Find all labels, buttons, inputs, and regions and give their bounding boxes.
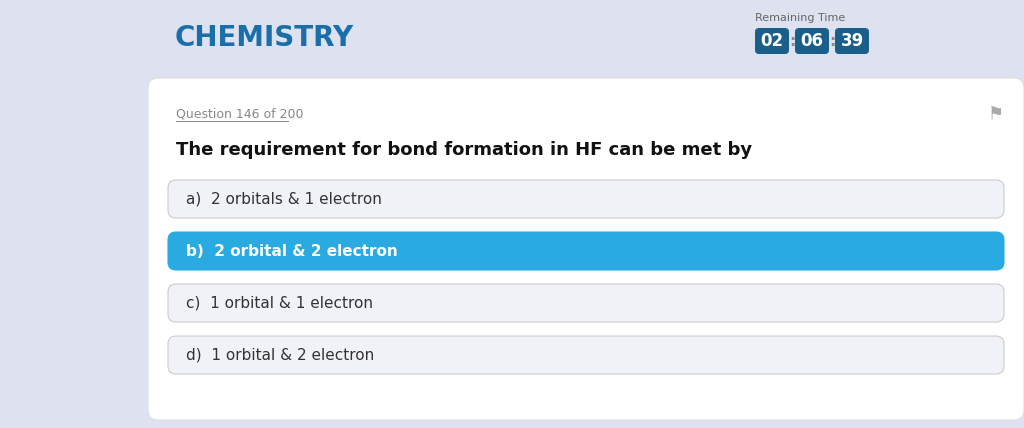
FancyBboxPatch shape [168,336,1004,374]
Text: b)  2 orbital & 2 electron: b) 2 orbital & 2 electron [186,244,397,259]
FancyBboxPatch shape [168,232,1004,270]
FancyBboxPatch shape [168,180,1004,218]
Text: :: : [828,33,836,48]
FancyBboxPatch shape [148,78,1024,420]
FancyBboxPatch shape [835,28,869,54]
FancyBboxPatch shape [755,28,790,54]
Text: Question 146 of 200: Question 146 of 200 [176,107,303,121]
Text: 02: 02 [761,32,783,50]
Text: d)  1 orbital & 2 electron: d) 1 orbital & 2 electron [186,348,374,363]
Text: :: : [788,33,795,48]
Text: c)  1 orbital & 1 electron: c) 1 orbital & 1 electron [186,295,373,310]
Text: 06: 06 [801,32,823,50]
Text: CHEMISTRY: CHEMISTRY [175,24,354,52]
Text: ⚑: ⚑ [988,105,1005,123]
Text: The requirement for bond formation in HF can be met by: The requirement for bond formation in HF… [176,141,752,159]
FancyBboxPatch shape [795,28,829,54]
FancyBboxPatch shape [168,284,1004,322]
Text: a)  2 orbitals & 1 electron: a) 2 orbitals & 1 electron [186,191,382,206]
FancyBboxPatch shape [0,0,1024,70]
Text: Remaining Time: Remaining Time [755,13,845,23]
Text: 39: 39 [841,32,863,50]
